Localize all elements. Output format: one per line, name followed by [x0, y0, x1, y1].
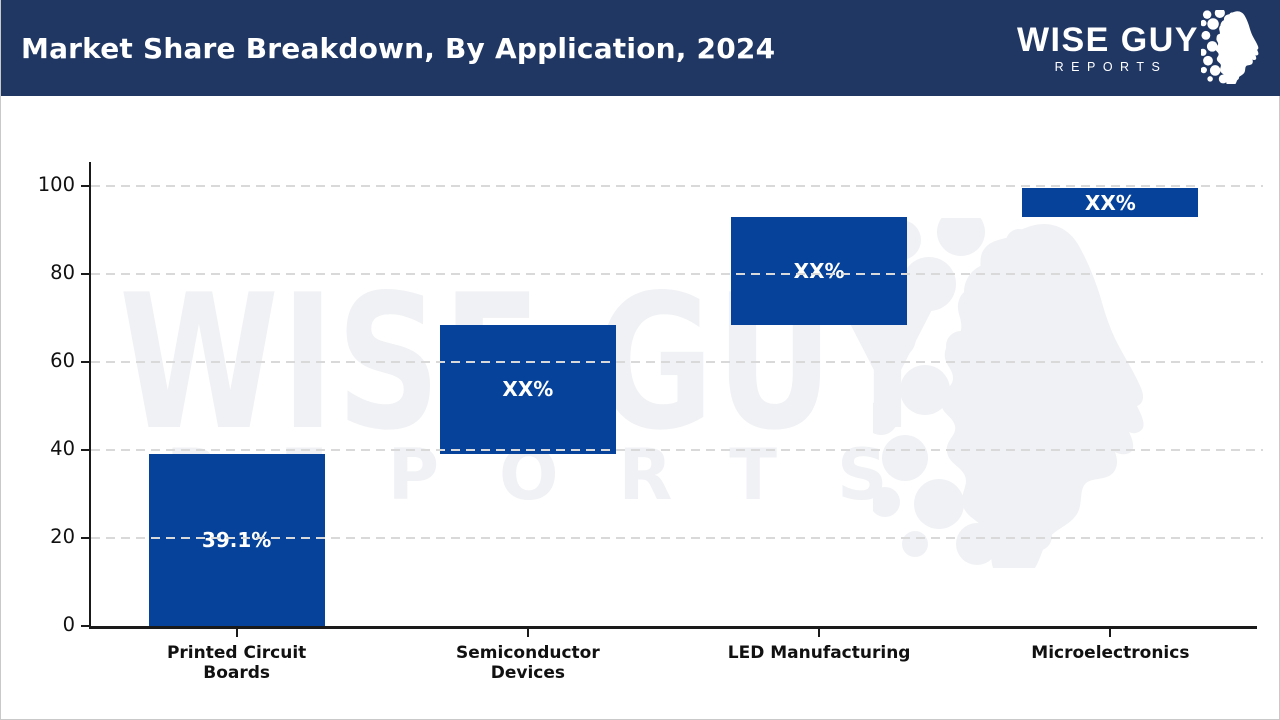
gridline-40: [91, 449, 1263, 451]
bar-label-semiconductor-devices: XX%: [502, 377, 554, 402]
gridline-20: [91, 537, 1263, 539]
brand-name: WISE GUY: [1016, 20, 1199, 59]
x-axis-label-led-manufacturing: LED Manufacturing: [727, 643, 911, 663]
gridline-60: [91, 361, 1263, 363]
x-tick: [818, 629, 821, 637]
x-tick: [1109, 629, 1112, 637]
brand-logo: WISE GUY REPORTS: [1017, 10, 1267, 84]
brand-text: WISE GUY REPORTS: [1017, 23, 1199, 74]
brand-subname: REPORTS: [1054, 59, 1168, 74]
y-tick-label: 20: [50, 525, 75, 548]
bar-printed-circuit-boards: 39.1%: [148, 453, 325, 626]
gridline-80: [91, 273, 1263, 275]
y-tick: [81, 625, 89, 627]
y-tick-label: 0: [62, 613, 75, 636]
header: Market Share Breakdown, By Application, …: [1, 0, 1280, 96]
y-tick: [81, 185, 89, 187]
x-tick: [526, 629, 529, 637]
bar-microelectronics: XX%: [1022, 188, 1199, 218]
y-tick: [81, 361, 89, 363]
page-title: Market Share Breakdown, By Application, …: [21, 31, 776, 65]
y-tick-label: 40: [50, 437, 75, 460]
watermark-head-icon: [873, 218, 1144, 568]
y-tick: [81, 449, 89, 451]
y-tick-label: 100: [37, 173, 75, 196]
x-axis-label-printed-circuit-boards: Printed Circuit Boards: [166, 643, 307, 683]
bar-label-led-manufacturing: XX%: [793, 259, 845, 284]
x-tick: [235, 629, 238, 637]
bar-led-manufacturing: XX%: [731, 217, 908, 326]
y-tick: [81, 273, 89, 275]
y-tick: [81, 537, 89, 539]
x-axis-line: [89, 626, 1257, 629]
y-tick-label: 80: [50, 261, 75, 284]
chart-area: WISE GUY REPORTS 02040608010039.1%Printe…: [1, 96, 1280, 720]
bar-label-microelectronics: XX%: [1084, 190, 1136, 215]
bar-semiconductor-devices: XX%: [439, 325, 616, 454]
y-axis-line: [89, 162, 91, 628]
x-axis-label-semiconductor-devices: Semiconductor Devices: [456, 643, 600, 683]
gridline-100: [91, 185, 1263, 187]
bar-label-printed-circuit-boards: 39.1%: [201, 527, 272, 552]
y-tick-label: 60: [50, 349, 75, 372]
brand-head-icon: [1201, 10, 1259, 84]
x-axis-label-microelectronics: Microelectronics: [1031, 643, 1190, 663]
